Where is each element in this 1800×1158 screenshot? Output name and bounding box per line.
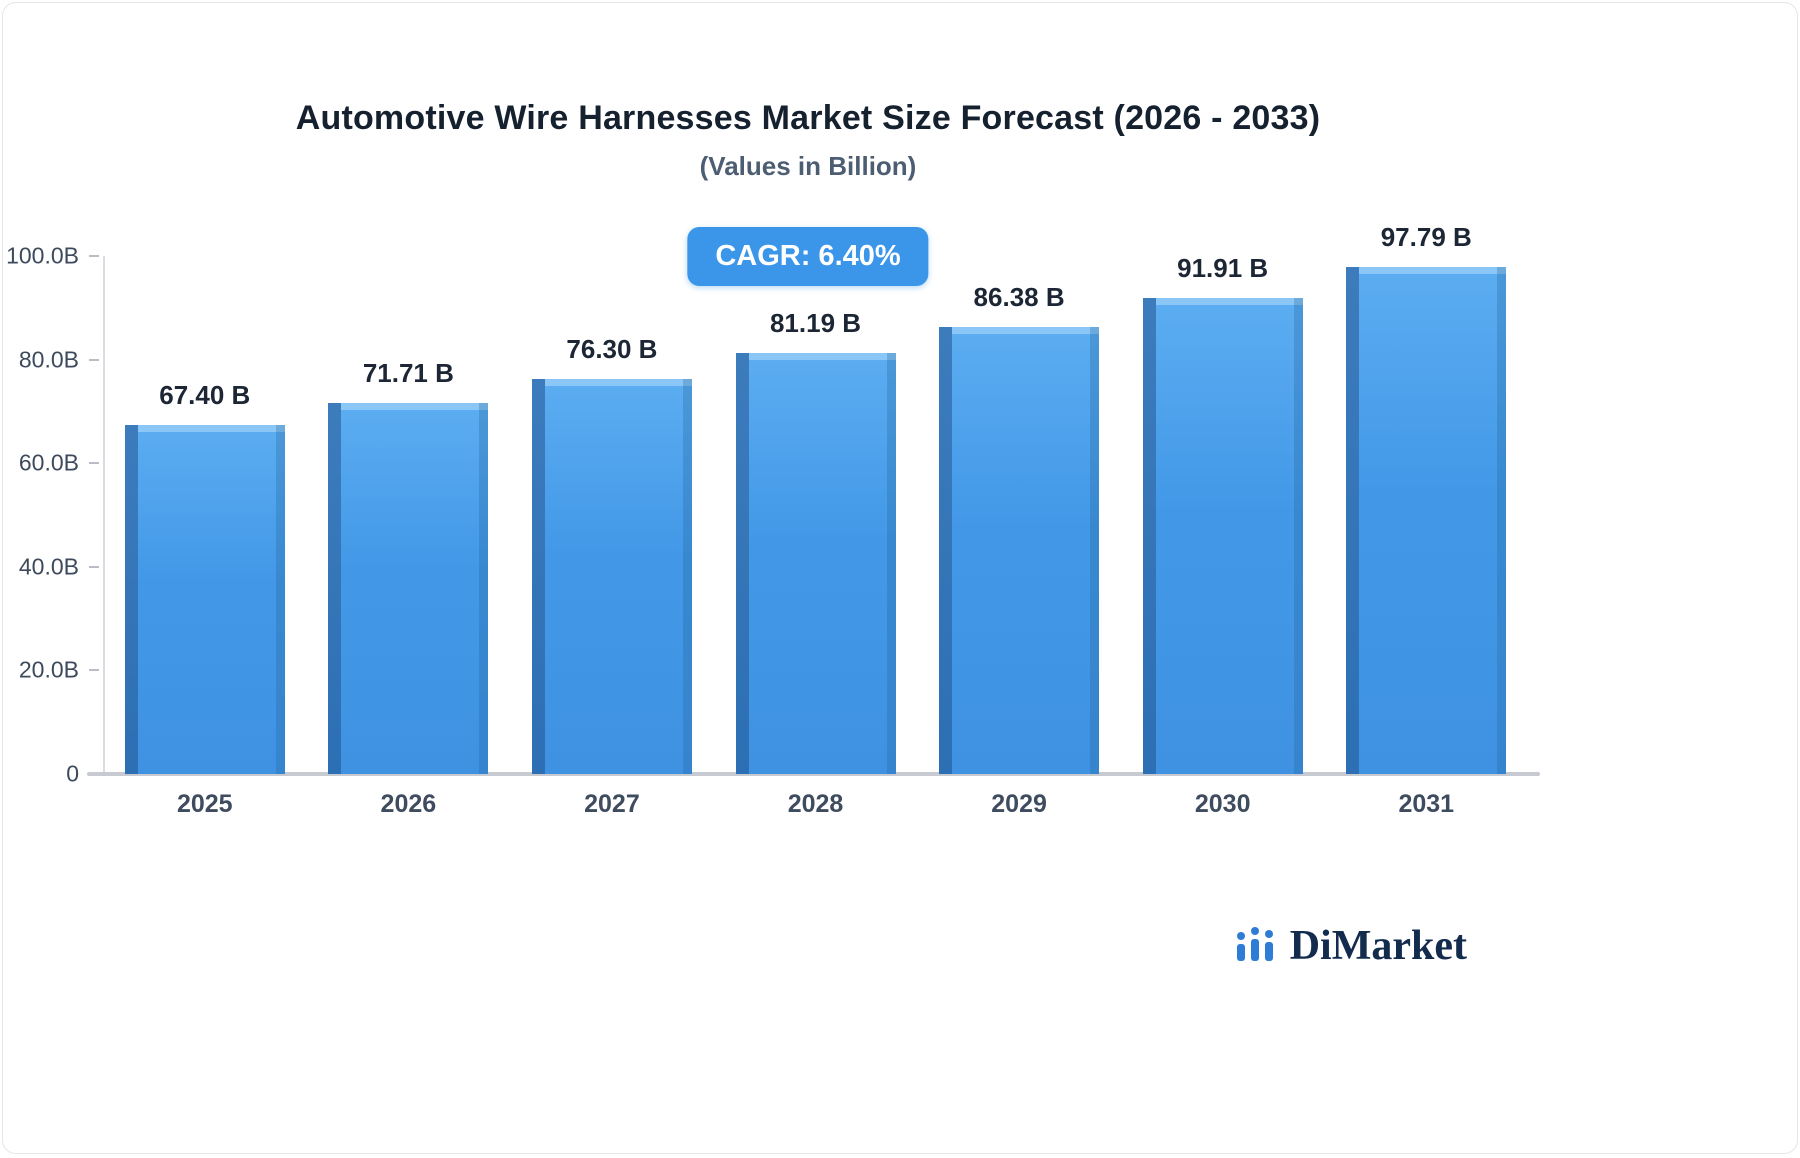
y-axis-tick-label: 80.0B — [18, 346, 79, 373]
bar-2025 — [124, 424, 285, 774]
bar-chart-icon — [1234, 922, 1278, 967]
y-axis-line — [103, 256, 105, 774]
y-axis-tick-mark — [89, 255, 99, 257]
y-axis-tick-label: 40.0B — [18, 553, 79, 580]
bar-side-shade — [1346, 267, 1360, 774]
bar-side-shade — [939, 326, 953, 774]
bar-side-shade — [1142, 297, 1156, 774]
bar-2030 — [1142, 297, 1303, 774]
bar-value-label: 81.19 B — [769, 308, 862, 339]
bar-side-shade — [735, 353, 749, 774]
y-axis-tick-label: 100.0B — [6, 242, 79, 269]
bar-value-label: 76.30 B — [566, 333, 658, 364]
bar-right-shade — [1090, 326, 1100, 774]
bar-top-highlight — [952, 326, 1100, 334]
bar-2029 — [939, 326, 1100, 774]
bar-value-label: 67.40 B — [159, 379, 251, 410]
y-axis-tick-mark — [89, 462, 99, 465]
bar-slot: 86.38 B 2029 — [917, 256, 1121, 818]
y-axis-tick-mark — [89, 669, 99, 672]
chart-title: Automotive Wire Harnesses Market Size Fo… — [295, 99, 1321, 137]
x-axis-category-label: 2027 — [584, 790, 640, 818]
bar-top-highlight — [1359, 267, 1507, 275]
bar-2026 — [328, 402, 489, 774]
bar-right-shade — [479, 402, 489, 774]
x-axis-category-label: 2025 — [176, 790, 233, 818]
bar-side-shade — [124, 424, 138, 774]
bar-top-highlight — [748, 353, 896, 361]
bar-value-label: 86.38 B — [973, 281, 1065, 312]
bar-right-shade — [1497, 267, 1507, 774]
x-axis-category-label: 2026 — [380, 790, 437, 818]
brand-logo: DiMarket — [1234, 922, 1467, 967]
bar-slot: 81.19 B 2028 — [714, 256, 918, 818]
plot-area: 67.40 B 2025 71.71 B 2026 76.30 B 2027 81.19 B… — [6, 222, 1540, 818]
y-axis-tick-mark — [89, 358, 99, 361]
cagr-badge: CAGR: 6.40% — [687, 227, 929, 286]
y-axis-tick-label: 0 — [66, 760, 79, 787]
y-axis-tick-mark — [89, 565, 99, 568]
y-axis-tick-label: 60.0B — [18, 449, 79, 476]
x-axis-category-label: 2029 — [991, 790, 1047, 818]
bar-top-highlight — [137, 424, 285, 432]
bar-2027 — [531, 378, 692, 774]
bar-right-shade — [682, 378, 692, 774]
bar-slot: 67.40 B 2025 — [103, 256, 307, 818]
x-axis-category-label: 2028 — [787, 790, 844, 818]
x-axis-category-label: 2031 — [1398, 790, 1455, 818]
bar-top-highlight — [1155, 297, 1303, 305]
bar-right-shade — [1293, 297, 1303, 774]
bar-value-label: 91.91 B — [1177, 252, 1269, 283]
bar-slot: 97.79 B 2031 — [1324, 222, 1528, 818]
bar-top-highlight — [544, 378, 692, 386]
brand-logo-text: DiMarket — [1289, 923, 1467, 969]
chart-subtitle: (Values in Billion) — [699, 151, 917, 181]
x-axis-line — [87, 772, 1540, 776]
bar-right-shade — [275, 424, 285, 774]
x-axis-category-label: 2030 — [1194, 790, 1251, 818]
bar-side-shade — [328, 402, 342, 774]
bar-slot: 76.30 B 2027 — [510, 256, 714, 818]
bar-value-label: 97.79 B — [1380, 222, 1472, 253]
bar-right-shade — [886, 353, 896, 774]
bar-2031 — [1346, 267, 1507, 774]
bar-slot: 91.91 B 2030 — [1121, 252, 1325, 818]
y-axis-tick-label: 20.0B — [18, 656, 79, 683]
bar-2028 — [735, 353, 896, 774]
bar-slot: 71.71 B 2026 — [307, 256, 511, 818]
bar-value-label: 71.71 B — [362, 357, 454, 388]
bar-top-highlight — [341, 402, 489, 410]
bar-side-shade — [531, 378, 545, 774]
bars-container: 67.40 B 2025 71.71 B 2026 76.30 B 2027 81.19 B… — [103, 222, 1528, 818]
